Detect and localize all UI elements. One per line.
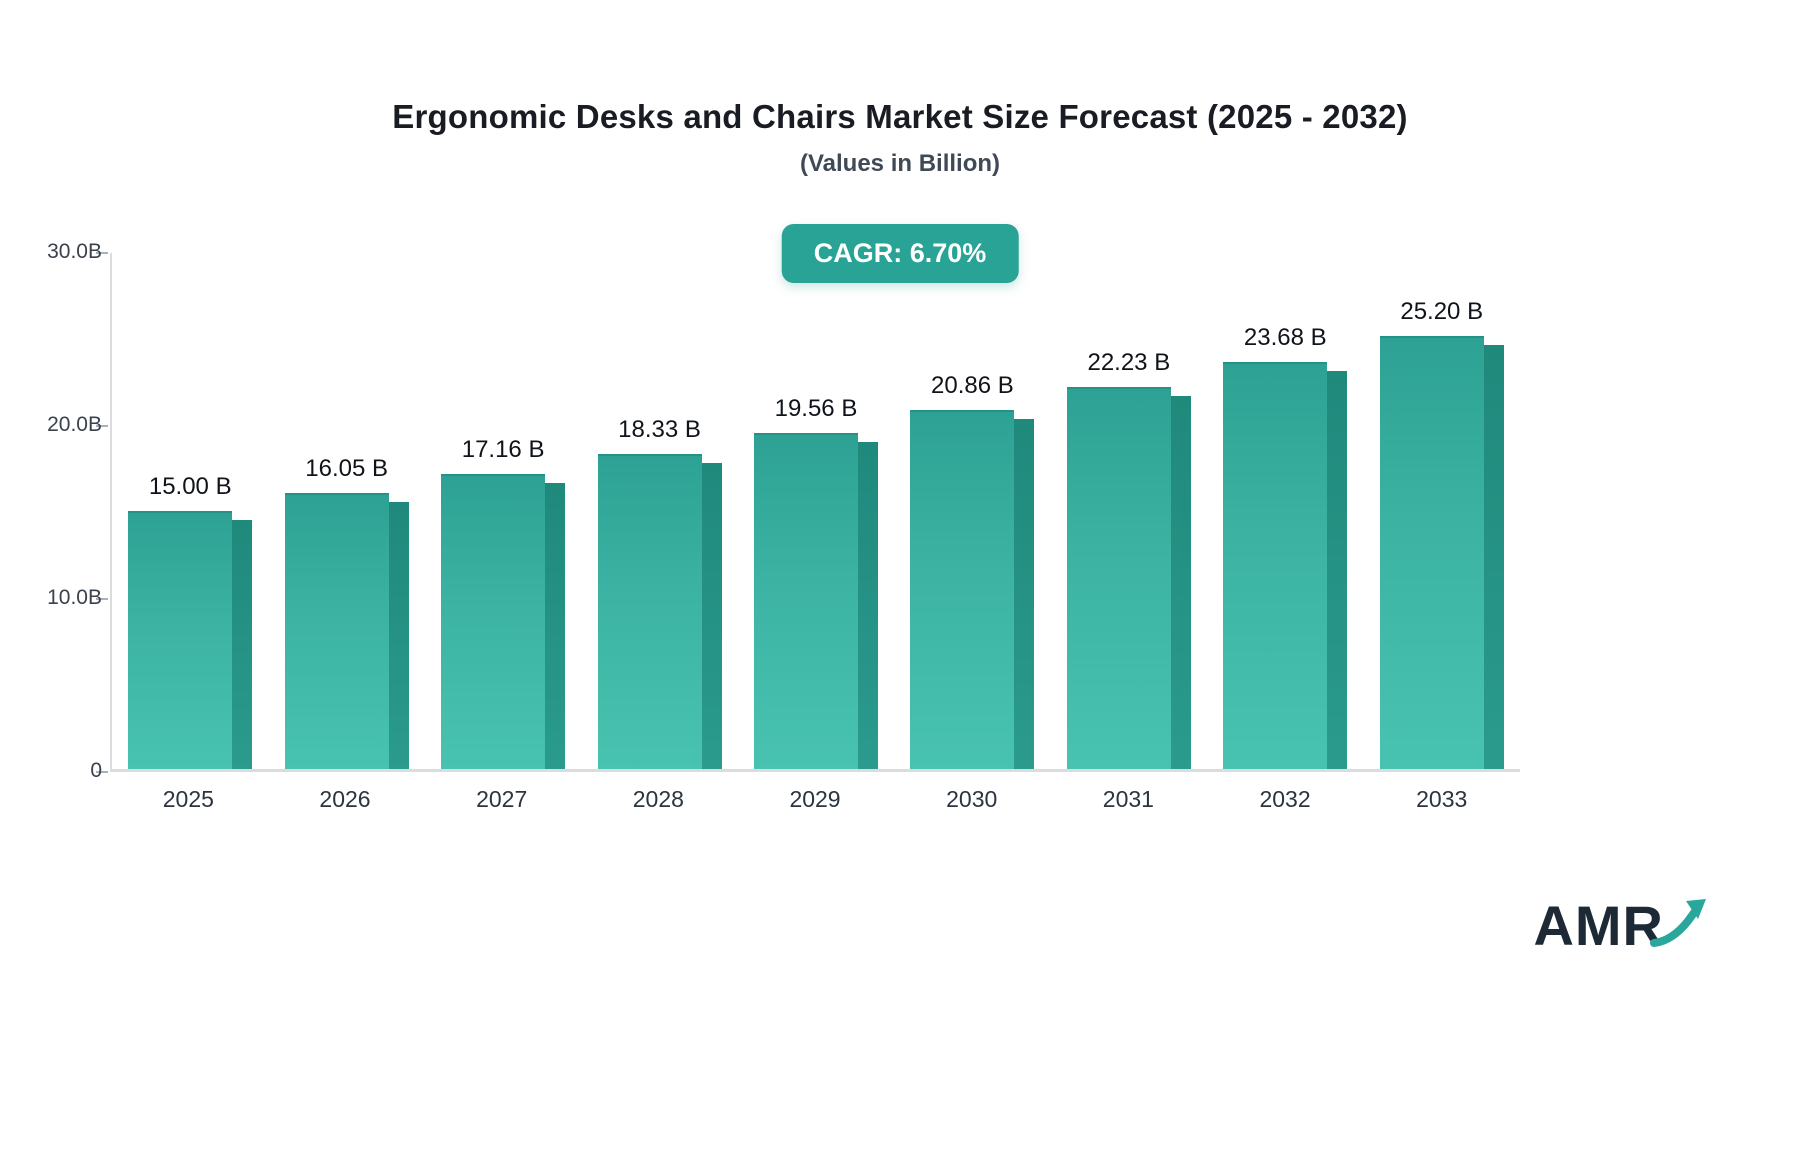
bar-face — [910, 410, 1015, 769]
bar-side-shadow — [857, 441, 878, 769]
bar-value-label: 23.68 B — [1243, 323, 1327, 351]
bar — [910, 410, 1035, 769]
bar — [284, 492, 409, 769]
bar-face — [1223, 361, 1328, 769]
x-axis-label: 2029 — [789, 786, 841, 812]
bar-side-shadow — [1170, 395, 1191, 769]
bar-side-shadow — [388, 501, 409, 769]
y-axis-tick — [96, 771, 108, 773]
bars-container: 15.00 B 16.05 B 17.16 B 18.33 B 19.56 B 20.86… — [112, 253, 1520, 769]
y-axis-label: 30.0B — [47, 240, 102, 263]
bar-value-label: 22.23 B — [1087, 348, 1171, 376]
bar-slot: 22.23 B — [1051, 253, 1207, 769]
bar-slot: 20.86 B — [894, 253, 1050, 769]
bar-slot: 23.68 B — [1207, 253, 1363, 769]
y-axis-tick — [96, 425, 108, 427]
bar-side-shadow — [1014, 419, 1035, 769]
x-axis-labels: 2025 2026 2027 2028 2029 2030 2031 2032 2033 — [110, 786, 1520, 813]
x-axis-label: 2030 — [946, 786, 998, 812]
bar-value-label: 25.20 B — [1400, 297, 1484, 325]
cagr-badge: CAGR: 6.70% — [781, 224, 1019, 283]
bar-slot: 18.33 B — [581, 253, 737, 769]
bar-slot: 15.00 B — [112, 253, 268, 769]
amr-logo: AMR — [1533, 893, 1708, 958]
bar-face — [441, 473, 546, 769]
bar-value-label: 19.56 B — [774, 394, 858, 422]
bar — [1223, 361, 1348, 769]
x-axis-label: 2031 — [1102, 786, 1154, 812]
bar-side-shadow — [1327, 370, 1348, 769]
bar — [753, 432, 878, 769]
bar-slot: 25.20 B — [1364, 253, 1520, 769]
bar — [1379, 335, 1504, 769]
x-axis-label: 2032 — [1259, 786, 1311, 812]
x-axis-label: 2027 — [476, 786, 528, 812]
y-axis-label: 20.0B — [47, 413, 102, 436]
bar-face — [128, 511, 233, 769]
bar-side-shadow — [545, 482, 566, 769]
bar-face — [753, 432, 858, 769]
bar-face — [597, 453, 702, 769]
bar-side-shadow — [232, 520, 253, 769]
y-axis-tick — [96, 252, 108, 254]
logo-text: AMR — [1533, 894, 1664, 957]
y-axis-label: 0 — [90, 759, 102, 782]
x-axis-label: 2025 — [162, 786, 214, 812]
bar-slot: 16.05 B — [268, 253, 424, 769]
bar-value-label: 16.05 B — [305, 454, 389, 482]
bar-face — [1379, 335, 1484, 769]
y-axis-tick — [96, 598, 108, 600]
bar-value-label: 15.00 B — [148, 473, 232, 500]
bar — [597, 453, 722, 769]
bar-slot: 17.16 B — [425, 253, 581, 769]
bar — [128, 511, 253, 769]
bar-side-shadow — [701, 462, 722, 769]
y-axis-label: 10.0B — [47, 586, 102, 609]
bar-face — [1066, 386, 1171, 769]
x-axis-label: 2026 — [319, 786, 371, 812]
chart-title: Ergonomic Desks and Chairs Market Size F… — [392, 98, 1408, 135]
bar-value-label: 18.33 B — [618, 415, 701, 443]
bar-face — [284, 492, 389, 769]
chart-subtitle: (Values in Billion) — [799, 150, 1001, 177]
bar-side-shadow — [1483, 344, 1504, 769]
plot-area: 15.00 B 16.05 B 17.16 B 18.33 B 19.56 B 20.86… — [96, 252, 1520, 773]
bar-value-label: 20.86 B — [931, 372, 1014, 400]
bar-slot: 19.56 B — [738, 253, 894, 769]
bar-value-label: 17.16 B — [461, 435, 545, 463]
x-axis-label: 2033 — [1416, 786, 1468, 812]
bar — [1066, 386, 1191, 769]
bar — [441, 473, 566, 769]
x-axis-label: 2028 — [632, 786, 684, 812]
logo-arrow-icon — [1650, 898, 1706, 947]
